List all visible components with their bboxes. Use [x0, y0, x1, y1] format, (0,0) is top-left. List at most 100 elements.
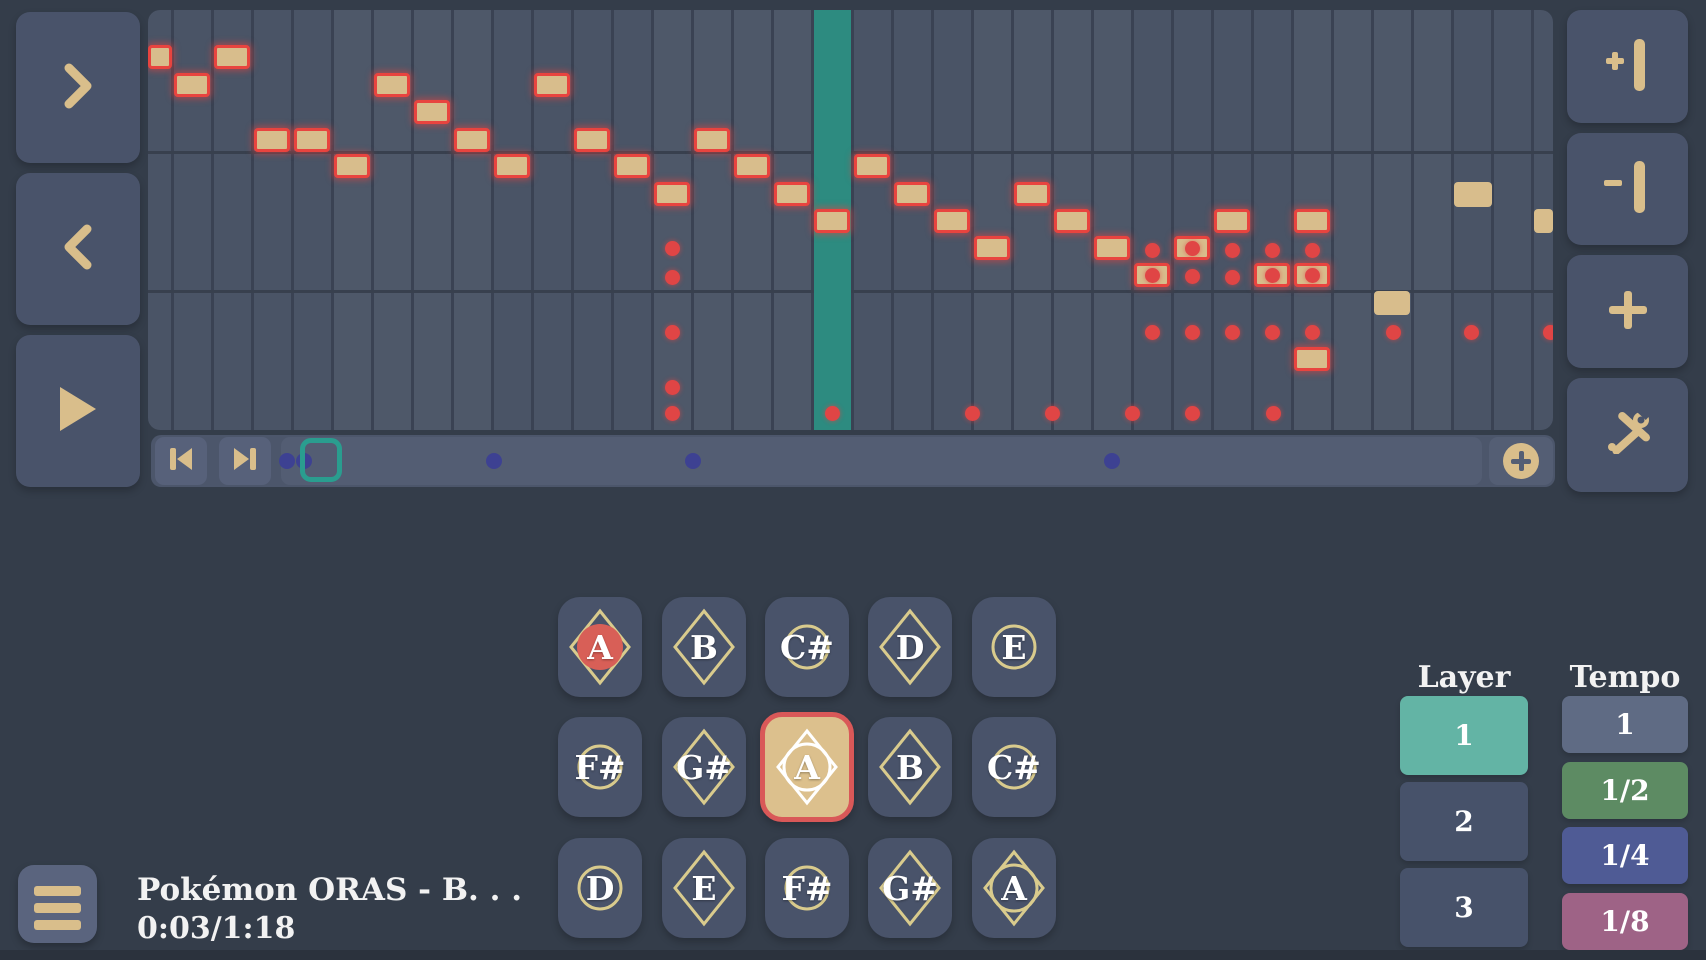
- layer-option-3[interactable]: 3: [1400, 868, 1528, 947]
- note-block[interactable]: [1294, 209, 1330, 233]
- note-block[interactable]: [894, 182, 930, 206]
- note-block[interactable]: [254, 128, 290, 152]
- note-button-f-sharp[interactable]: F#: [765, 838, 849, 938]
- add-button[interactable]: [1567, 255, 1688, 368]
- note-block[interactable]: [934, 209, 970, 233]
- note-block[interactable]: [574, 128, 610, 152]
- grid-vline: [770, 10, 774, 430]
- note-button-g-sharp[interactable]: G#: [662, 717, 746, 817]
- note-button-g-sharp[interactable]: G#: [868, 838, 952, 938]
- note-block[interactable]: [1054, 209, 1090, 233]
- note-block[interactable]: [734, 154, 770, 178]
- layer-option-2[interactable]: 2: [1400, 782, 1528, 861]
- skip-to-start-button[interactable]: [155, 437, 207, 485]
- tempo-option-1[interactable]: 1: [1562, 696, 1688, 753]
- note-block[interactable]: [174, 73, 210, 97]
- note-button-a[interactable]: A: [760, 712, 854, 822]
- note-button-a[interactable]: A: [558, 597, 642, 697]
- note-block[interactable]: [774, 182, 810, 206]
- note-button-e[interactable]: E: [662, 838, 746, 938]
- play-icon: [58, 385, 98, 437]
- marker-dot[interactable]: [685, 453, 701, 469]
- tempo-option-1-4[interactable]: 1/4: [1562, 827, 1688, 884]
- note-block[interactable]: [294, 128, 330, 152]
- note-block[interactable]: [148, 45, 172, 69]
- play-button[interactable]: [16, 335, 140, 487]
- note-block[interactable]: [374, 73, 410, 97]
- note-dot: [1144, 267, 1160, 283]
- note-block[interactable]: [334, 154, 370, 178]
- add-marker-button[interactable]: [1489, 437, 1553, 485]
- note-button-e[interactable]: E: [972, 597, 1056, 697]
- note-block[interactable]: [614, 154, 650, 178]
- note-block[interactable]: [1094, 236, 1130, 260]
- tools-icon: [1605, 406, 1651, 458]
- zoom-out-horizontal-button[interactable]: [1567, 133, 1688, 245]
- beat-dot: [1542, 324, 1553, 340]
- grid-vline: [890, 10, 894, 430]
- note-block[interactable]: [654, 182, 690, 206]
- zoom-in-horizontal-button[interactable]: [1567, 10, 1688, 123]
- note-dot: [1264, 267, 1280, 283]
- note-button-d[interactable]: D: [868, 597, 952, 697]
- note-block[interactable]: [1454, 182, 1492, 207]
- tempo-option-1-8[interactable]: 1/8: [1562, 893, 1688, 950]
- note-block[interactable]: [1374, 291, 1410, 315]
- beat-dot: [1144, 324, 1160, 340]
- note-block[interactable]: [814, 209, 850, 233]
- scrubber-selection-box[interactable]: [300, 438, 342, 482]
- note-block[interactable]: [494, 154, 530, 178]
- skip-to-end-button[interactable]: [219, 437, 271, 485]
- note-block[interactable]: [1214, 209, 1250, 233]
- note-block[interactable]: [454, 128, 490, 152]
- piano-roll-grid[interactable]: [148, 10, 1553, 430]
- beat-dot: [1304, 242, 1320, 258]
- note-block[interactable]: [1134, 263, 1170, 287]
- grid-vline: [970, 10, 974, 430]
- marker-dot[interactable]: [486, 453, 502, 469]
- note-block[interactable]: [854, 154, 890, 178]
- scroll-right-button[interactable]: [16, 12, 140, 163]
- note-block[interactable]: [974, 236, 1010, 260]
- layer-option-1[interactable]: 1: [1400, 696, 1528, 775]
- grid-vline: [1090, 10, 1094, 430]
- marker-dot[interactable]: [279, 453, 295, 469]
- menu-button[interactable]: [18, 865, 97, 943]
- note-block[interactable]: [1294, 263, 1330, 287]
- grid-vline: [1290, 10, 1294, 430]
- note-block[interactable]: [1294, 347, 1330, 371]
- note-button-label: D: [585, 868, 615, 908]
- settings-button[interactable]: [1567, 378, 1688, 492]
- beat-dot: [664, 269, 680, 285]
- scrubber-track[interactable]: [279, 437, 1482, 485]
- marker-dot[interactable]: [1104, 453, 1120, 469]
- note-block[interactable]: [1014, 182, 1050, 206]
- note-block[interactable]: [1254, 263, 1290, 287]
- grid-vline: [610, 10, 614, 430]
- note-block[interactable]: [1534, 209, 1553, 233]
- tempo-option-1-2[interactable]: 1/2: [1562, 762, 1688, 819]
- note-block[interactable]: [414, 100, 450, 124]
- note-block[interactable]: [694, 128, 730, 152]
- note-block[interactable]: [534, 73, 570, 97]
- beat-dot: [824, 405, 840, 421]
- beat-dot: [1224, 324, 1240, 340]
- note-block[interactable]: [1174, 236, 1210, 260]
- scrubber-bar[interactable]: [151, 435, 1555, 487]
- plus-bar-icon: [1602, 37, 1654, 97]
- layer-panel-title: Layer: [1417, 660, 1511, 695]
- beat-dot: [1124, 405, 1140, 421]
- note-button-f-sharp[interactable]: F#: [558, 717, 642, 817]
- note-button-c-sharp[interactable]: C#: [765, 597, 849, 697]
- note-button-b[interactable]: B: [868, 717, 952, 817]
- grid-vline: [650, 10, 654, 430]
- note-button-d[interactable]: D: [558, 838, 642, 938]
- note-button-c-sharp[interactable]: C#: [972, 717, 1056, 817]
- scroll-left-button[interactable]: [16, 173, 140, 325]
- beat-dot: [1184, 268, 1200, 284]
- beat-dot: [1184, 324, 1200, 340]
- grid-vline: [1130, 10, 1134, 430]
- note-button-b[interactable]: B: [662, 597, 746, 697]
- note-button-a[interactable]: A: [972, 838, 1056, 938]
- note-block[interactable]: [214, 45, 250, 69]
